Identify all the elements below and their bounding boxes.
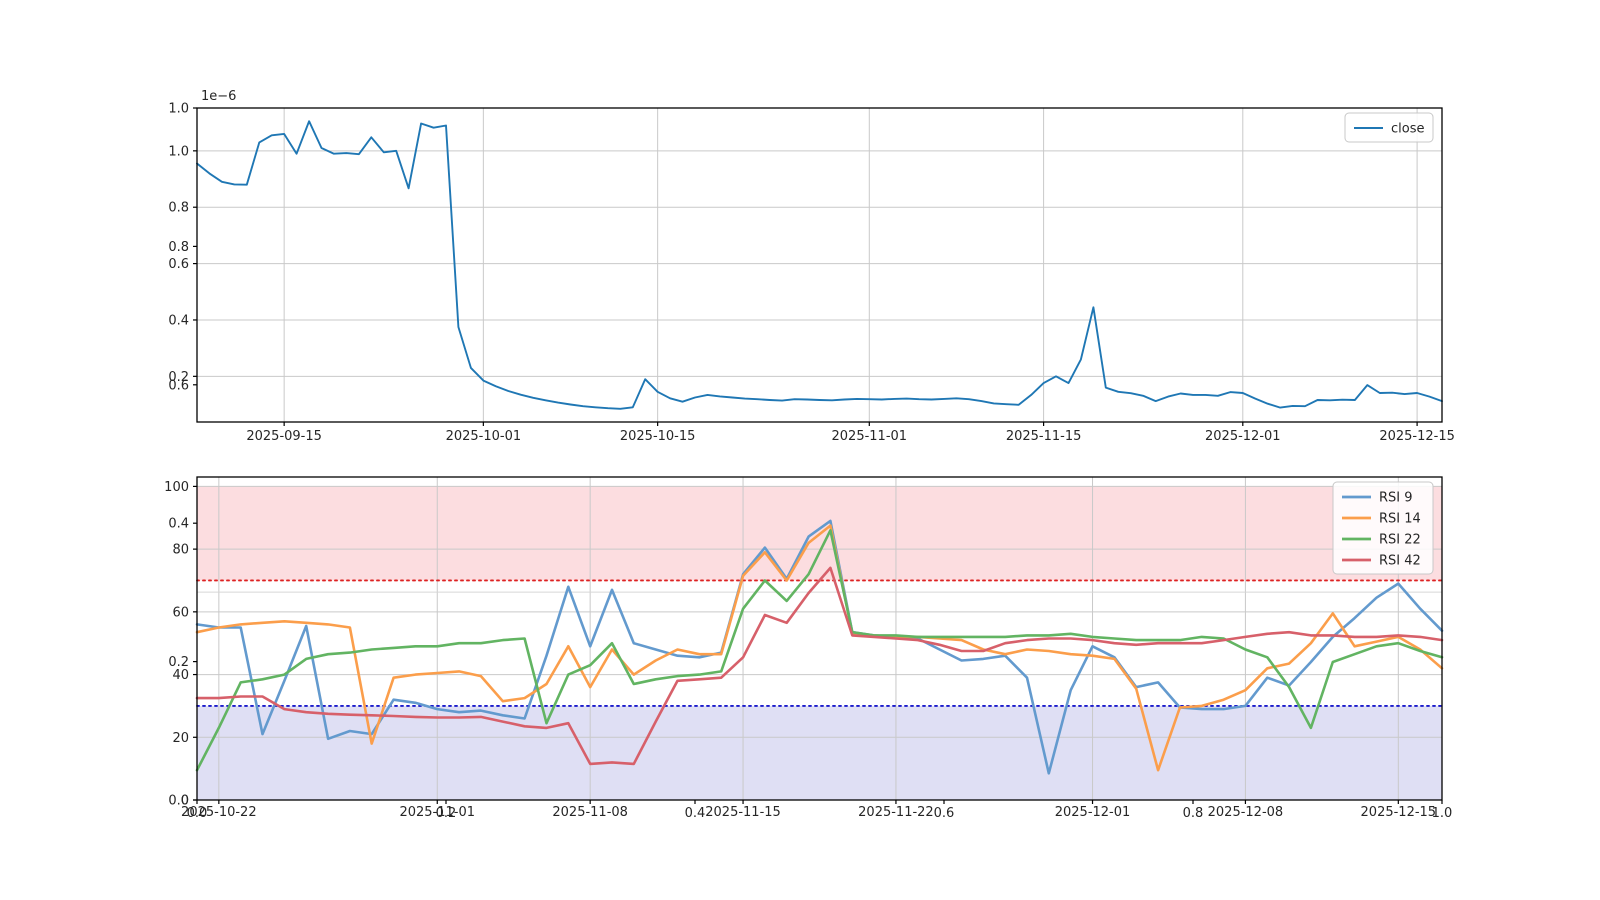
phantom-xtick-label: 1.0	[1432, 806, 1453, 821]
xtick-label: 2025-12-15	[1379, 429, 1455, 444]
ytick-label: 0.8	[168, 201, 189, 216]
xtick-label: 2025-10-01	[446, 429, 522, 444]
phantom-ytick-label: 0.0	[168, 794, 189, 809]
xtick-label: 2025-10-15	[620, 429, 696, 444]
series-rsi-9	[195, 519, 1444, 775]
phantom-ytick-label: 0.4	[168, 517, 189, 532]
phantom-axis: 0.0 0.2 0.4 0.6 0.8 1.0 0.0 0.2 0.4 0.6 0.8 1.0	[168, 102, 1452, 822]
legend: close	[1344, 112, 1434, 143]
xtick-label: 2025-11-22	[858, 805, 934, 820]
price-panel: 2025-09-15 2025-10-01 2025-10-15 2025-11-01…	[168, 89, 1455, 444]
xtick-label: 2025-09-15	[246, 429, 322, 444]
ytick-label: 0	[181, 794, 189, 809]
xtick-label: 2025-11-01	[399, 805, 475, 820]
phantom-xtick-label: 0.2	[436, 806, 457, 821]
xtick-label: 2025-12-01	[1055, 805, 1131, 820]
series-rsi-14	[195, 524, 1444, 772]
legend-label: RSI 22	[1379, 533, 1421, 548]
phantom-ytick-label: 0.8	[168, 240, 189, 255]
phantom-ytick-label: 0.2	[168, 655, 189, 670]
legend: RSI 9 RSI 14 RSI 22 RSI 42	[1332, 481, 1434, 575]
axis-offset-label: 1e−6	[201, 89, 236, 104]
legend-label: RSI 42	[1379, 554, 1421, 569]
phantom-xtick-label: 0.8	[1183, 806, 1204, 821]
series-rsi-22	[195, 528, 1444, 772]
ytick-label: 0.4	[168, 313, 189, 328]
xtick-label: 2025-12-01	[1205, 429, 1281, 444]
legend-label: close	[1391, 122, 1424, 137]
phantom-xtick-label: 0.0	[187, 806, 208, 821]
xtick-label: 2025-12-15	[1361, 805, 1437, 820]
ytick-label: 60	[172, 605, 189, 620]
ytick-label: 1.0	[168, 144, 189, 159]
ytick-label: 80	[172, 543, 189, 558]
xtick-label: 2025-11-08	[552, 805, 628, 820]
phantom-ytick-label: 0.6	[168, 378, 189, 393]
xtick-label: 2025-10-22	[181, 805, 257, 820]
band-oversold	[197, 705, 1442, 800]
xtick-label: 2025-11-01	[832, 429, 908, 444]
legend-label: RSI 14	[1379, 512, 1421, 527]
ytick-label: 100	[164, 480, 189, 495]
xtick-label: 2025-11-15	[1006, 429, 1082, 444]
ytick-label: 20	[172, 731, 189, 746]
phantom-xtick-label: 0.4	[685, 806, 706, 821]
rsi-panel: 2025-10-22 2025-11-01 2025-11-08 2025-11-15…	[164, 476, 1444, 820]
series-rsi-42	[195, 566, 1444, 766]
ytick-label: 0.2	[168, 370, 189, 385]
legend-label: RSI 9	[1379, 491, 1413, 506]
phantom-xtick-label: 0.6	[934, 806, 955, 821]
series-close	[196, 120, 1443, 410]
xtick-label: 2025-12-08	[1208, 805, 1284, 820]
ytick-label: 40	[172, 668, 189, 683]
ytick-label: 0.6	[168, 257, 189, 272]
xtick-label: 2025-11-15	[705, 805, 781, 820]
phantom-ytick-label: 1.0	[168, 102, 189, 117]
